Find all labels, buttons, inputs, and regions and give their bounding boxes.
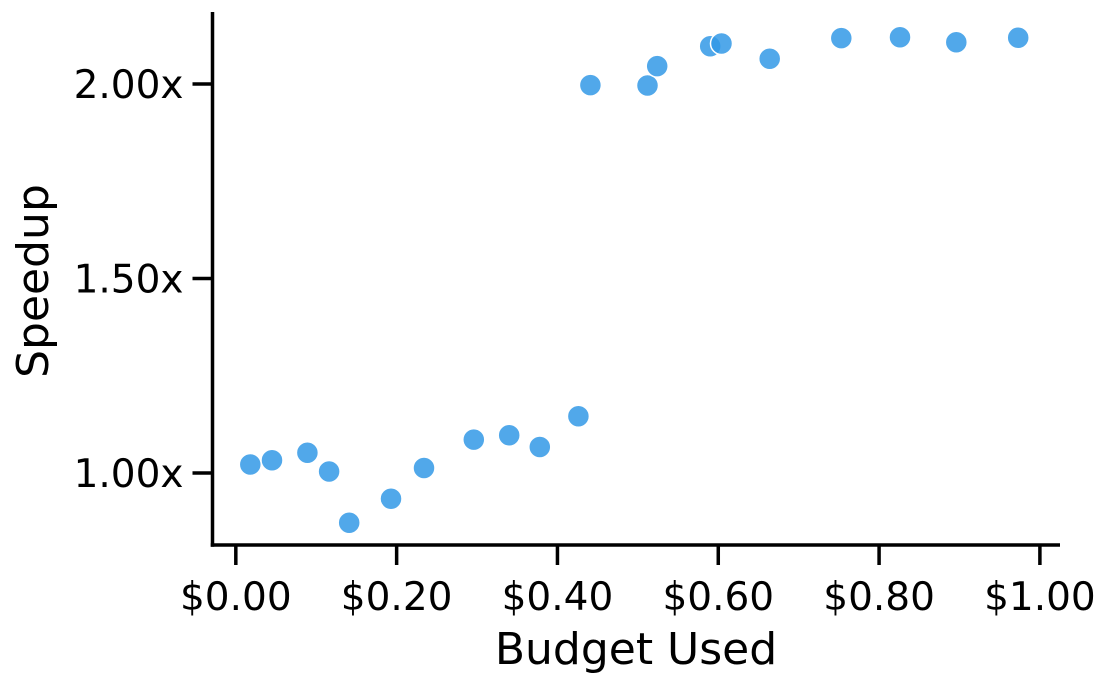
scatter-point [462,427,486,452]
scatter-point [295,441,320,465]
scatter-point [757,46,782,71]
x-tick-label: $0.40 [502,575,614,620]
x-axis-ticks [234,545,1042,565]
scatter-point [645,54,669,78]
y-tick-label: 1.50x [74,258,184,303]
x-tick-label: $0.80 [823,575,935,620]
scatter-point [566,404,591,428]
scatter-points [238,25,1030,535]
scatter-point [528,435,552,459]
scatter-point [238,452,263,477]
y-axis-label: Speedup [8,184,59,378]
x-tick-label: $0.60 [662,575,774,620]
scatter-point [635,73,660,98]
x-tick-label: $1.00 [984,575,1096,620]
scatter-point [412,456,436,480]
x-axis-label: Budget Used [495,624,777,675]
scatter-point [829,26,854,50]
scatter-point [497,423,521,448]
y-axis-ticks [192,82,213,475]
scatter-point [379,486,403,511]
y-tick-label: 2.00x [74,63,184,108]
scatter-point [1006,25,1030,50]
scatter-point [944,30,969,55]
scatter-point [888,25,912,50]
scatter-point [578,73,603,97]
x-tick-label: $0.20 [341,575,453,620]
x-axis-tick-labels: $0.00 $0.20 $0.40 $0.60 $0.80 $1.00 [180,575,1096,620]
scatter-point [260,448,284,472]
x-tick-label: $0.00 [180,575,292,620]
y-axis-tick-labels: 1.00x 1.50x 2.00x [74,63,184,497]
y-tick-label: 1.00x [74,452,184,497]
scatter-point [317,459,341,484]
scatter-point [337,511,361,535]
scatter-point [709,31,734,56]
